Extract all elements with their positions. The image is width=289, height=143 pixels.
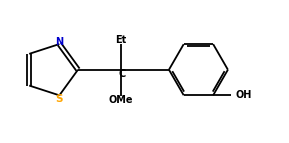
Text: Et: Et [116,34,127,44]
Text: N: N [55,37,63,46]
Text: C: C [118,69,125,79]
Text: OMe: OMe [109,95,134,105]
Text: OH: OH [236,90,252,100]
Text: S: S [55,94,62,104]
